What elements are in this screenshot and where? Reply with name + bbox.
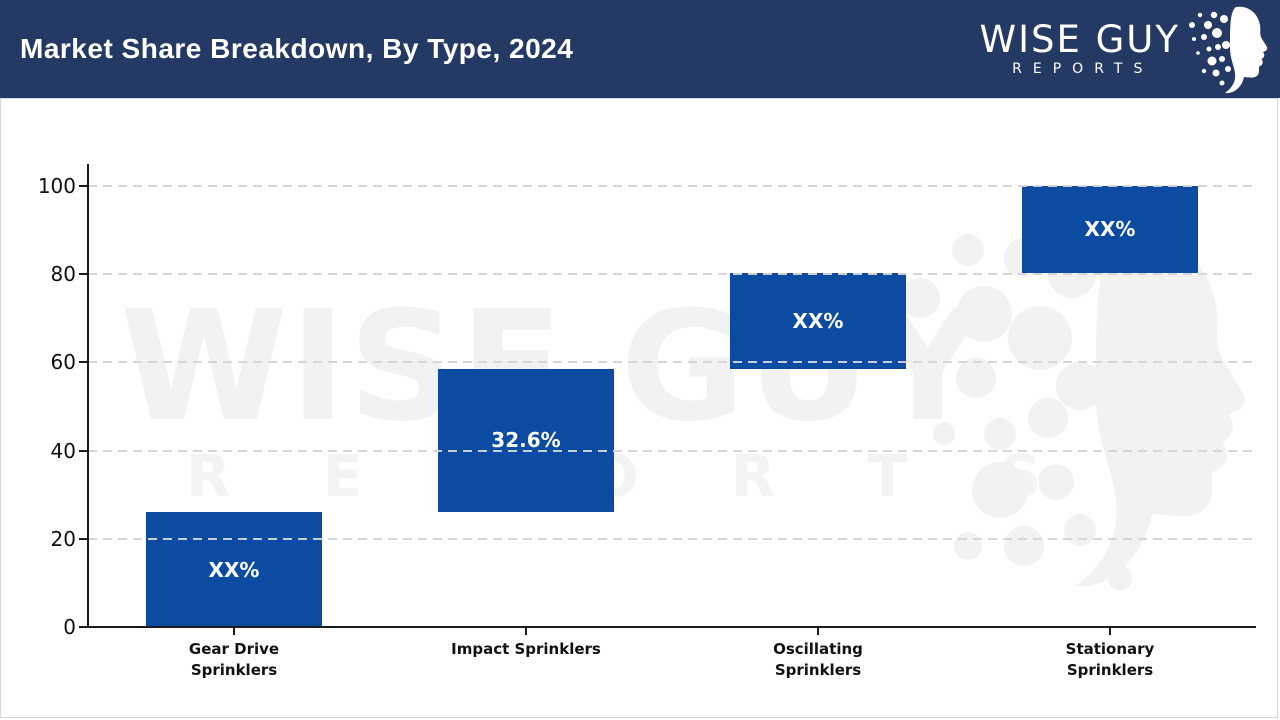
bar-value-label: 32.6% xyxy=(491,428,561,453)
y-tick-label: 20 xyxy=(50,526,76,551)
bar-value-label: XX% xyxy=(1084,217,1136,242)
y-tick-label: 0 xyxy=(63,615,76,639)
y-tick-label: 100 xyxy=(37,174,76,198)
logo-head-icon xyxy=(1189,6,1268,94)
y-axis-tick xyxy=(79,537,87,540)
y-axis-tick xyxy=(79,185,87,187)
x-axis-tick xyxy=(233,628,235,635)
header-bar: Market Share Breakdown, By Type, 2024 WI… xyxy=(0,0,1280,98)
wise-guy-logo: WISE GUY REPORTS xyxy=(980,3,1280,95)
bar-segment xyxy=(730,272,906,369)
gridline xyxy=(88,449,1256,452)
y-tick-label: 80 xyxy=(50,262,76,287)
logo-subtitle: REPORTS xyxy=(1012,61,1154,77)
x-axis-tick xyxy=(525,628,527,635)
bar-segment xyxy=(438,368,614,513)
bar-segment xyxy=(146,512,322,627)
y-axis-tick xyxy=(79,361,87,364)
x-axis xyxy=(87,626,1256,628)
y-axis xyxy=(87,164,89,628)
bar-value-label: XX% xyxy=(792,308,844,333)
x-axis-tick xyxy=(817,628,819,635)
gridline xyxy=(88,537,1256,540)
y-tick-label: 60 xyxy=(50,350,76,375)
gridline xyxy=(88,273,1256,276)
logo-wordmark: WISE GUY xyxy=(979,18,1180,61)
y-tick-label: 40 xyxy=(50,438,76,463)
x-axis-tick xyxy=(1109,628,1111,635)
gridline xyxy=(88,361,1256,364)
x-tick-label: Oscillating Sprinklers xyxy=(773,640,863,679)
y-axis-tick xyxy=(79,626,87,628)
gridline xyxy=(88,185,1256,187)
page-title: Market Share Breakdown, By Type, 2024 xyxy=(20,33,574,64)
y-axis-tick xyxy=(79,273,87,276)
bar-segment xyxy=(1022,186,1198,273)
logo-text: WISE GUY REPORTS xyxy=(979,18,1180,78)
x-tick-label: Gear Drive Sprinklers xyxy=(188,640,280,679)
x-tick-label: Impact Sprinklers xyxy=(451,640,601,658)
y-axis-tick xyxy=(79,449,87,452)
bar-value-label: XX% xyxy=(208,557,260,582)
x-tick-label: Stationary Sprinklers xyxy=(1065,640,1155,679)
